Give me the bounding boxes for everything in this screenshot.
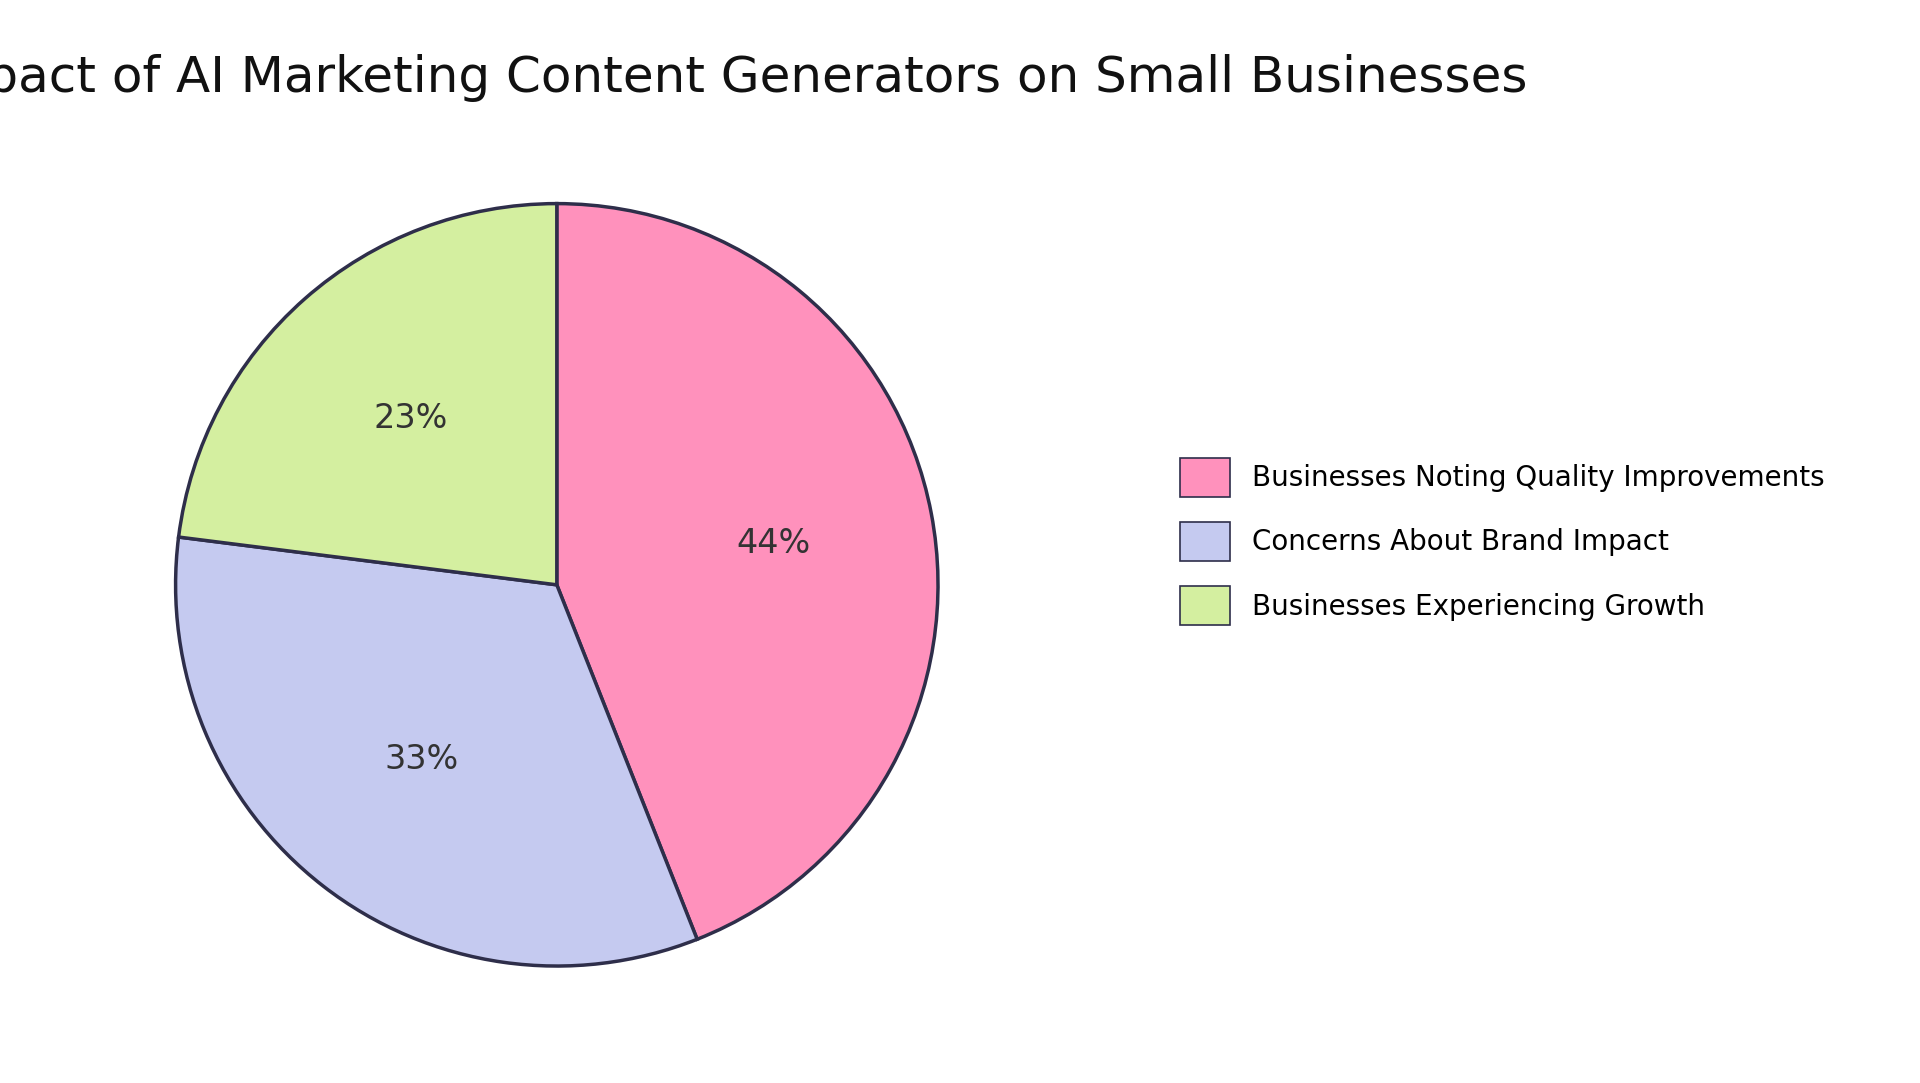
Legend: Businesses Noting Quality Improvements, Concerns About Brand Impact, Businesses : Businesses Noting Quality Improvements, …: [1165, 444, 1839, 639]
Wedge shape: [557, 204, 939, 939]
Text: 44%: 44%: [737, 527, 810, 560]
Wedge shape: [179, 204, 557, 585]
Text: 23%: 23%: [372, 403, 447, 435]
Text: 33%: 33%: [384, 743, 459, 777]
Text: Impact of AI Marketing Content Generators on Small Businesses: Impact of AI Marketing Content Generator…: [0, 54, 1528, 102]
Wedge shape: [175, 537, 697, 966]
